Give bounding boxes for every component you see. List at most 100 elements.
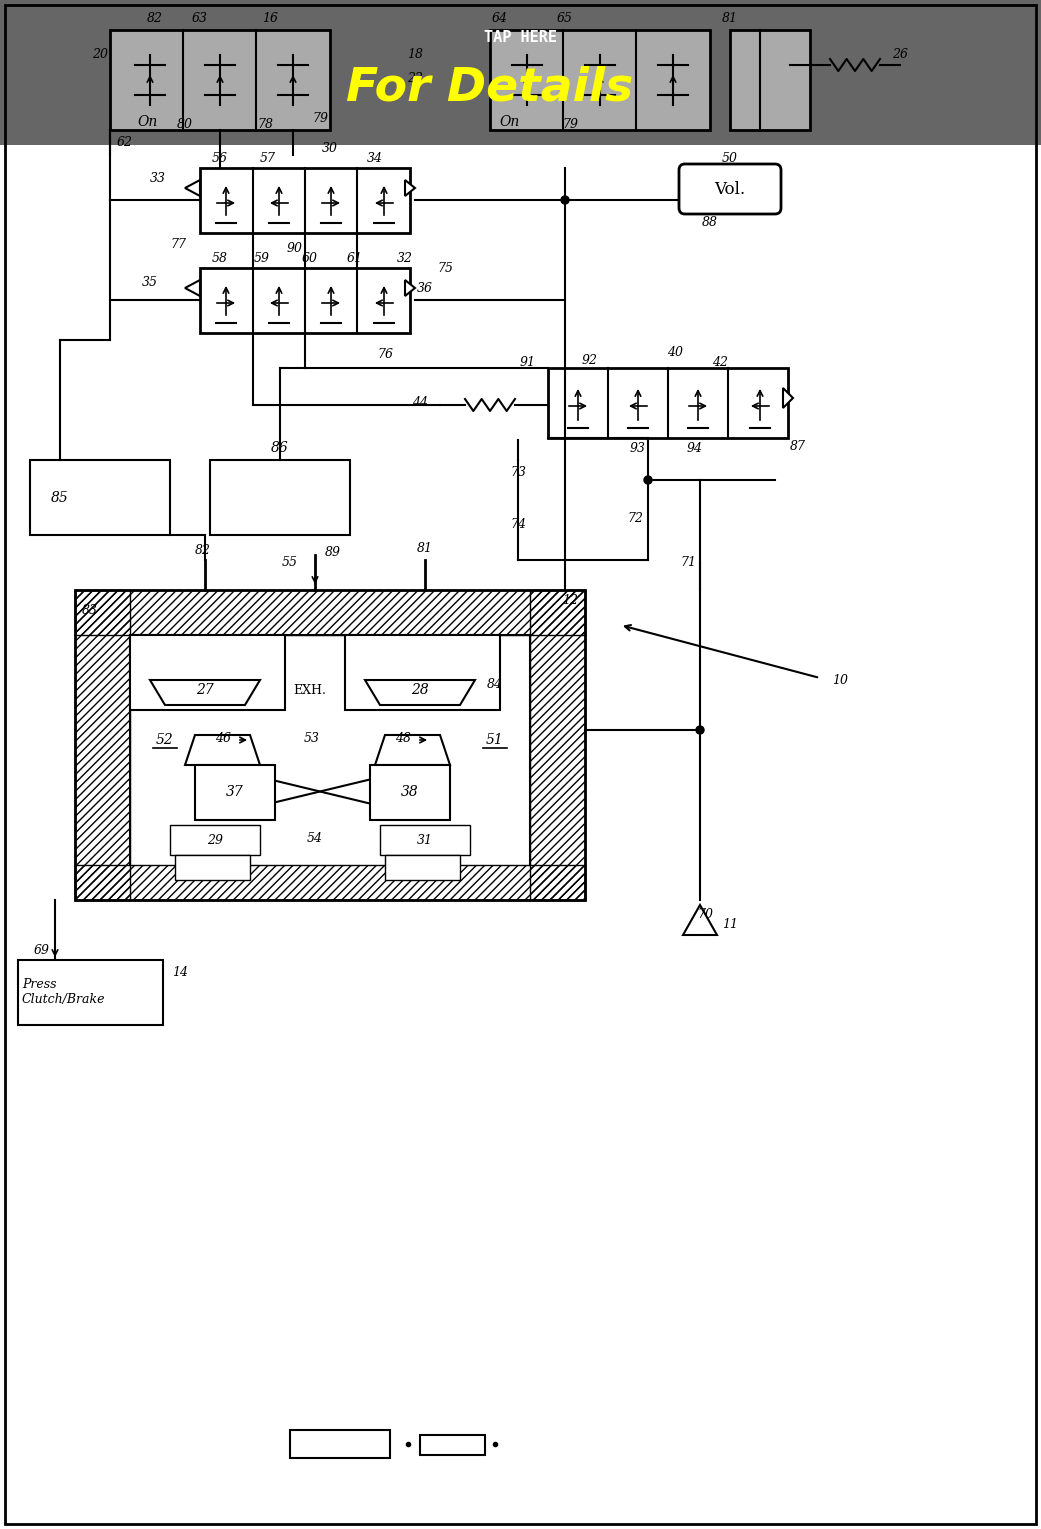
Text: TAP HERE: TAP HERE <box>483 31 557 46</box>
Circle shape <box>696 726 704 734</box>
Polygon shape <box>405 180 415 196</box>
Bar <box>195 764 275 820</box>
Text: 73: 73 <box>510 465 526 479</box>
Text: 56: 56 <box>212 151 228 165</box>
Polygon shape <box>365 680 475 705</box>
Bar <box>380 826 469 855</box>
Bar <box>30 460 170 535</box>
Polygon shape <box>185 180 200 196</box>
Bar <box>130 635 285 709</box>
Bar <box>385 855 460 881</box>
Text: 84: 84 <box>487 679 503 691</box>
FancyBboxPatch shape <box>679 164 781 214</box>
Text: 14: 14 <box>172 965 188 979</box>
Text: 54: 54 <box>307 832 323 844</box>
Text: 65: 65 <box>557 12 573 24</box>
Text: 29: 29 <box>207 833 223 847</box>
Text: 11: 11 <box>722 919 738 931</box>
Text: 94: 94 <box>687 442 703 454</box>
Bar <box>75 590 585 901</box>
Text: 60: 60 <box>302 251 318 265</box>
Text: 63: 63 <box>192 12 208 24</box>
Text: 34: 34 <box>367 151 383 165</box>
Bar <box>210 460 350 535</box>
Bar <box>200 268 410 333</box>
Text: 89: 89 <box>325 546 341 558</box>
Text: EXH.: EXH. <box>294 683 327 697</box>
Text: 91: 91 <box>520 356 536 370</box>
Polygon shape <box>185 280 200 297</box>
Text: 57: 57 <box>260 151 276 165</box>
Bar <box>420 1436 485 1456</box>
Text: On: On <box>137 115 158 128</box>
Bar <box>75 590 585 635</box>
Text: Vol.: Vol. <box>714 180 745 197</box>
Polygon shape <box>783 388 793 408</box>
Text: 79: 79 <box>312 112 328 124</box>
Text: 93: 93 <box>630 442 646 454</box>
Text: 18: 18 <box>407 49 423 61</box>
Bar <box>200 168 410 232</box>
Text: 88: 88 <box>702 216 718 228</box>
Bar <box>345 635 500 709</box>
Circle shape <box>561 196 569 203</box>
Text: 62: 62 <box>117 136 133 148</box>
Circle shape <box>644 476 652 485</box>
Text: 32: 32 <box>397 251 413 265</box>
Text: 55: 55 <box>282 555 298 569</box>
Text: 85: 85 <box>51 491 69 505</box>
Text: 48: 48 <box>395 731 411 745</box>
Text: 87: 87 <box>790 439 806 453</box>
Text: 83: 83 <box>82 604 98 616</box>
Text: 37: 37 <box>226 784 244 800</box>
Text: 70: 70 <box>697 908 713 922</box>
Text: 35: 35 <box>142 277 158 289</box>
Text: 38: 38 <box>401 784 418 800</box>
Text: 30: 30 <box>322 142 338 154</box>
Text: 36: 36 <box>417 281 433 295</box>
Text: 31: 31 <box>417 833 433 847</box>
Bar <box>170 826 260 855</box>
Bar <box>75 590 130 901</box>
Text: 81: 81 <box>722 12 738 24</box>
Text: 82: 82 <box>147 12 163 24</box>
Text: 16: 16 <box>262 12 278 24</box>
Text: 71: 71 <box>680 555 696 569</box>
Text: 76: 76 <box>377 349 393 361</box>
Text: 42: 42 <box>712 356 728 370</box>
Bar <box>290 1430 390 1459</box>
Text: 51: 51 <box>486 732 504 748</box>
Text: 81: 81 <box>417 541 433 555</box>
Text: 90: 90 <box>287 242 303 254</box>
Text: 79: 79 <box>562 119 578 131</box>
Bar <box>0 0 1041 145</box>
Polygon shape <box>405 280 415 297</box>
Text: Press
Clutch/Brake: Press Clutch/Brake <box>22 979 105 1006</box>
Text: 64: 64 <box>492 12 508 24</box>
Text: 33: 33 <box>150 171 166 185</box>
Text: On: On <box>500 115 520 128</box>
Text: 78: 78 <box>257 119 273 131</box>
Text: 77: 77 <box>170 239 186 251</box>
Bar <box>175 855 250 881</box>
Text: 28: 28 <box>411 683 429 697</box>
Bar <box>18 960 163 1024</box>
Text: 75: 75 <box>437 261 453 275</box>
Text: 53: 53 <box>304 731 320 745</box>
Text: 22: 22 <box>407 72 423 84</box>
Text: 12: 12 <box>562 593 578 607</box>
Bar <box>110 31 330 130</box>
Text: 27: 27 <box>196 683 213 697</box>
Text: 10: 10 <box>832 673 848 687</box>
Text: 52: 52 <box>156 732 174 748</box>
Polygon shape <box>375 735 450 764</box>
Text: 80: 80 <box>177 119 193 131</box>
Text: 20: 20 <box>92 49 108 61</box>
Text: For Details: For Details <box>347 66 634 110</box>
Bar <box>490 31 710 130</box>
Bar <box>370 764 450 820</box>
Polygon shape <box>150 680 260 705</box>
Text: 92: 92 <box>582 353 598 367</box>
Text: 82: 82 <box>195 543 211 557</box>
Text: 61: 61 <box>347 251 363 265</box>
